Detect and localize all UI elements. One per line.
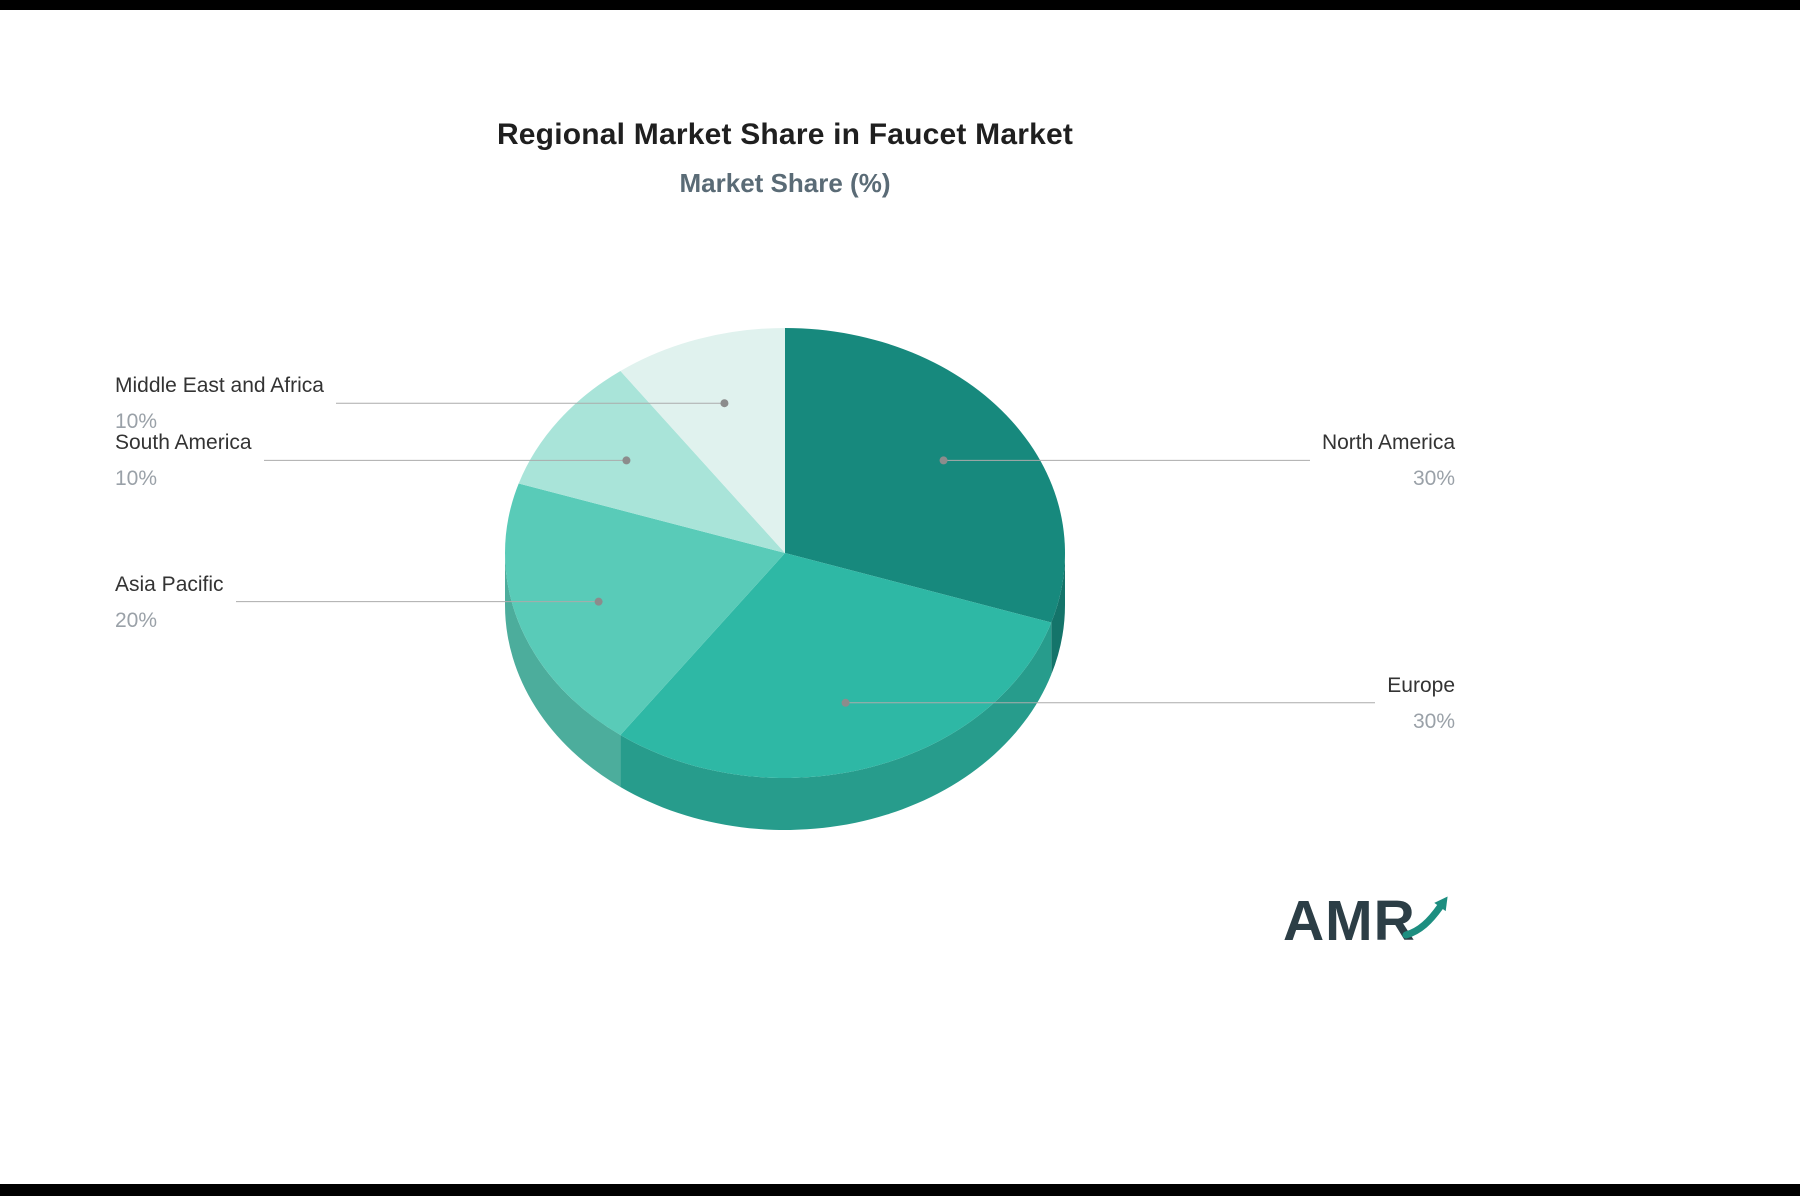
- callout-value: 20%: [115, 608, 158, 632]
- callout-value: 10%: [115, 467, 158, 491]
- chart-title: Regional Market Share in Faucet Market: [496, 118, 1074, 151]
- callout-value: 30%: [1412, 467, 1455, 491]
- amr-logo-arrow-icon: [1402, 896, 1448, 939]
- callout-label: Middle East and Africa: [115, 374, 324, 398]
- pie-slice-europe[interactable]: [620, 553, 1052, 778]
- pie-slice-side: [1051, 553, 1065, 675]
- leader-dot: [939, 456, 948, 465]
- pie-slice-side: [505, 553, 621, 788]
- leader-dot: [720, 399, 729, 408]
- callout-europe: Europe 30%: [1387, 672, 1455, 735]
- pie-slice-side: [620, 622, 1052, 830]
- callout-middle-east-and-africa: Middle East and Africa 10%: [115, 372, 324, 435]
- callout-asia-pacific: Asia Pacific 20%: [115, 571, 224, 634]
- top-letterbox-bar: [0, 0, 1800, 10]
- callout-label: North America: [1321, 431, 1455, 455]
- leader-dot: [622, 456, 631, 465]
- callout-south-america: South America 10%: [115, 429, 252, 492]
- leader-dot: [841, 698, 850, 707]
- bottom-letterbox-bar: [0, 1184, 1800, 1196]
- callout-label: Europe: [1387, 673, 1455, 697]
- amr-logo: AMR: [1283, 893, 1454, 950]
- chart-subtitle: Market Share (%): [679, 168, 891, 198]
- callout-value: 30%: [1412, 709, 1455, 733]
- pie-slice-asia-pacific[interactable]: [505, 483, 785, 736]
- callout-label: South America: [115, 431, 252, 455]
- pie-slice-middle-east-and-africa[interactable]: [620, 328, 785, 553]
- amr-logo-text: AMR: [1283, 889, 1416, 953]
- callout-north-america: North America 30%: [1322, 429, 1455, 492]
- callout-label: Asia Pacific: [115, 572, 224, 596]
- pie-slice-south-america[interactable]: [518, 370, 785, 553]
- pie-slice-north-america[interactable]: [785, 328, 1065, 623]
- callout-value: 10%: [115, 410, 158, 434]
- leader-dot: [594, 597, 603, 606]
